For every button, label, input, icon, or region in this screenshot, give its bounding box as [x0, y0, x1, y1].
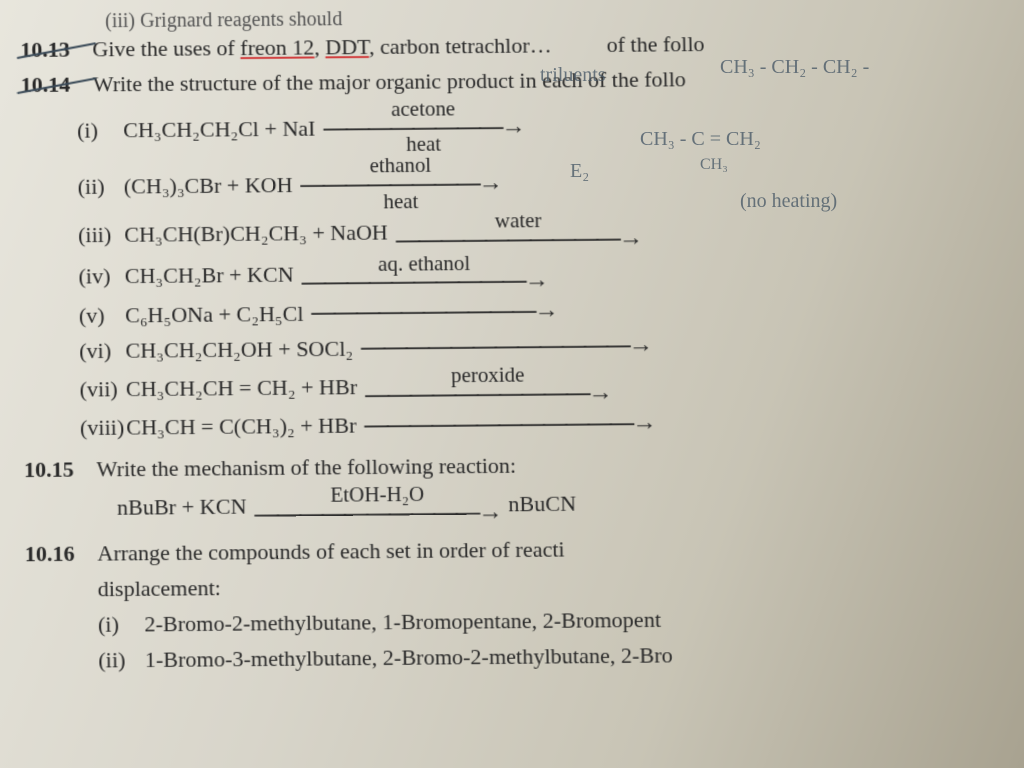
- arrow-line: ————————————→: [364, 410, 655, 437]
- q14-viii: (viii) CH₃CH = C(CH₃)₂ + HBr ———————————…: [23, 402, 1013, 446]
- q14-i-arrow: acetone ————————→ heat: [323, 98, 524, 156]
- q14-v-r: (v): [79, 297, 126, 333]
- handwriting-4: CH₃: [700, 156, 728, 174]
- q16-ii-r: (ii): [98, 642, 145, 678]
- q14-i-bot: heat: [406, 134, 441, 155]
- q14-ii: (ii) (CH₃)₃CBr + KOH ethanol ————————→ h…: [21, 150, 1008, 215]
- q16-text2: displacement:: [97, 569, 221, 606]
- arrow-line: ——————————→: [254, 501, 500, 528]
- q15-rhs: nBuCN: [508, 486, 576, 522]
- q14-iii-lhs: CH₃CH(Br)CH₂CH₃ + NaOH: [124, 215, 388, 253]
- q14-viii-lhs: CH₃CH = C(CH₃)₂ + HBr: [126, 407, 357, 445]
- q16-ii-t: 1-Bromo-3-methylbutane, 2-Bromo-2-methyl…: [145, 637, 673, 677]
- page-content: (iii) Grignard reagents should 10.13 Giv…: [20, 1, 1019, 678]
- q14-iii-r: (iii): [78, 217, 124, 253]
- q14-vii-lhs: CH₃CH₂CH = CH₂ + HBr: [126, 369, 358, 407]
- arrow-line: ————————————→: [361, 333, 651, 360]
- handwriting-5: E₂: [570, 160, 589, 183]
- q14-i: (i) CH₃CH₂CH₂Cl + NaI acetone ————————→ …: [21, 94, 1007, 159]
- q14-num: 10.14: [20, 67, 92, 103]
- q14-viii-r: (viii): [80, 409, 127, 445]
- q14-ii-r: (ii): [78, 168, 124, 204]
- q14-v-lhs: C₆H₅ONa + C₂H₅Cl: [125, 295, 304, 332]
- q16-i-r: (i): [98, 606, 145, 642]
- q14-ii-lhs: (CH₃)₃CBr + KOH: [124, 167, 293, 204]
- handwriting-3: CH₃ - C = CH₂: [640, 128, 761, 151]
- q15-num: 10.15: [24, 451, 97, 487]
- q14-vi-r: (vi): [79, 332, 126, 368]
- arrow-line: ——————————→: [302, 269, 547, 296]
- q16-i-t: 2-Bromo-2-methylbutane, 1-Bromopentane, …: [144, 601, 661, 641]
- q14-i-r: (i): [77, 112, 123, 148]
- q14-ii-arrow: ethanol ————————→ heat: [300, 154, 501, 212]
- q14-iv-lhs: CH₃CH₂Br + KCN: [125, 257, 294, 294]
- arrow-line: ——————————→: [365, 381, 611, 408]
- q16-text1: Arrange the compounds of each set in ord…: [97, 531, 565, 571]
- q14-iv-arrow: aq. ethanol ——————————→: [301, 252, 547, 296]
- q15-lhs: nBuBr + KCN: [117, 489, 247, 526]
- q14-v-arrow: ——————————→: [311, 299, 556, 326]
- q14-vii-arrow: peroxide ——————————→: [365, 364, 611, 408]
- handwriting-1: triluents: [540, 64, 606, 87]
- arrow-line: ——————————→: [311, 299, 556, 326]
- q15-arrow: EtOH-H₂O ——————————→: [254, 484, 500, 528]
- q14-viii-arrow: ————————————→: [364, 410, 655, 437]
- q14-iv-r: (iv): [78, 258, 125, 294]
- q14-vi-lhs: CH₃CH₂CH₂OH + SOCl₂: [125, 330, 353, 368]
- q13-num: 10.13: [20, 31, 92, 67]
- handwriting-2: CH₃ - CH₂ - CH₂ -: [720, 56, 869, 79]
- q16-ii: (ii) 1-Bromo-3-methylbutane, 2-Bromo-2-m…: [26, 634, 1020, 679]
- q15-text: Write the mechanism of the following rea…: [96, 448, 516, 487]
- arrow-line: ——————————→: [396, 227, 641, 254]
- partial-iii: (iii) Grignard reagents should: [105, 8, 342, 32]
- q15-eq: nBuBr + KCN EtOH-H₂O ——————————→ nBuCN: [24, 479, 1016, 529]
- q14-i-lhs: CH₃CH₂CH₂Cl + NaI: [123, 110, 316, 147]
- q16-num: 10.16: [25, 535, 98, 571]
- q14-vii-r: (vii): [79, 371, 126, 407]
- q14-ii-bot: heat: [383, 190, 418, 211]
- handwriting-6: (no heating): [740, 190, 837, 213]
- q14-iii-arrow: water ——————————→: [396, 210, 641, 254]
- q14-vi-arrow: ————————————→: [361, 333, 651, 360]
